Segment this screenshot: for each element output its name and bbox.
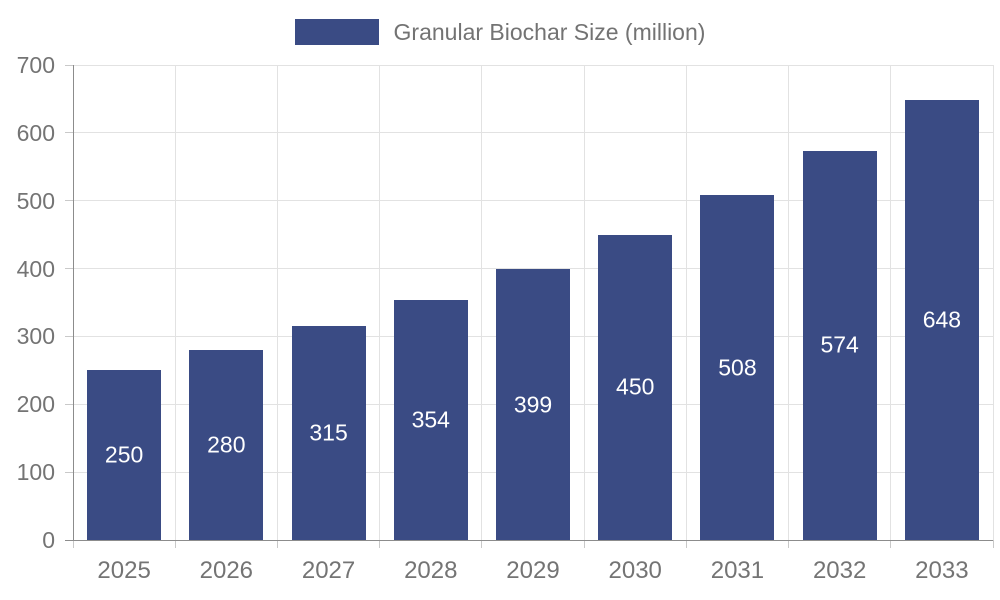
gridline-horizontal (73, 200, 993, 202)
bar-2032[interactable]: 574 (802, 150, 877, 540)
gridline-vertical (583, 65, 585, 540)
bar-2026[interactable]: 280 (189, 350, 264, 540)
gridline-vertical (174, 65, 176, 540)
y-axis-tick (65, 403, 73, 405)
bar-2027[interactable]: 315 (291, 326, 366, 540)
y-axis-tick-label: 400 (16, 255, 55, 282)
gridline-horizontal (73, 132, 993, 134)
gridline-vertical (890, 65, 892, 540)
chart-legend: Granular Biochar Size (million) (0, 17, 1000, 47)
bar-chart-plot-area: 0 100 200 300 400 500 600 700 250 2025 280 2026 315 2… (17, 53, 994, 584)
y-axis-tick-label: 500 (16, 187, 55, 214)
x-axis-label-2031: 2031 (710, 557, 765, 584)
bar-value-label-2026: 280 (207, 431, 246, 458)
bar-2030[interactable]: 450 (598, 234, 673, 540)
y-axis-tick (65, 268, 73, 270)
bar-value-label-2028: 354 (411, 406, 450, 433)
gridline-vertical (685, 65, 687, 540)
x-axis-label-2025: 2025 (97, 557, 151, 584)
legend-item-granular-biochar[interactable]: Granular Biochar Size (million) (294, 18, 706, 46)
bar-2033[interactable]: 648 (904, 100, 979, 540)
gridline-horizontal (73, 64, 993, 66)
x-axis-tick (276, 540, 278, 548)
y-axis-tick (65, 64, 73, 66)
x-axis-label-2029: 2029 (506, 557, 560, 584)
y-axis-tick-label: 0 (42, 527, 55, 553)
y-axis-tick (65, 132, 73, 134)
x-axis-tick (72, 540, 74, 548)
y-axis-tick-label: 300 (16, 323, 55, 350)
x-axis-tick (481, 540, 483, 548)
y-axis-line (73, 65, 74, 540)
y-axis-tick (65, 335, 73, 337)
legend-label: Granular Biochar Size (million) (393, 18, 706, 45)
bar-2025[interactable]: 250 (87, 370, 162, 540)
x-axis-line (65, 540, 993, 541)
x-axis-label-2032: 2032 (812, 557, 867, 584)
x-axis-label-2033: 2033 (915, 557, 969, 584)
bar-value-label-2032: 574 (820, 331, 859, 358)
y-axis-tick (65, 471, 73, 473)
x-axis-tick (685, 540, 687, 548)
bar-2029[interactable]: 399 (496, 269, 570, 540)
y-axis-tick-label: 700 (16, 52, 55, 78)
gridline-horizontal (73, 268, 993, 270)
x-axis-tick (174, 540, 176, 548)
bar-value-label-2031: 508 (718, 354, 757, 381)
bar-value-label-2025: 250 (104, 441, 144, 468)
legend-swatch (294, 19, 379, 45)
bar-2028[interactable]: 354 (393, 299, 468, 540)
gridline-vertical (481, 65, 483, 540)
gridline-vertical (276, 65, 278, 540)
gridline-vertical (992, 65, 994, 540)
gridline-vertical (788, 65, 790, 540)
bar-value-label-2033: 648 (922, 306, 962, 333)
y-axis-tick-label: 600 (16, 119, 55, 146)
x-axis-label-2028: 2028 (404, 557, 458, 584)
x-axis-label-2027: 2027 (301, 557, 356, 584)
x-axis-tick (379, 540, 381, 548)
x-axis-tick (890, 540, 892, 548)
x-axis-label-2030: 2030 (608, 557, 662, 584)
bar-value-label-2030: 450 (616, 373, 655, 400)
gridline-vertical (379, 65, 381, 540)
x-axis-label-2026: 2026 (199, 557, 254, 584)
bar-value-label-2029: 399 (513, 391, 553, 418)
x-axis-tick (992, 540, 994, 548)
bar-value-label-2027: 315 (309, 419, 348, 446)
bar-2031[interactable]: 508 (700, 195, 775, 540)
y-axis-tick (65, 200, 73, 202)
x-axis-tick (788, 540, 790, 548)
x-axis-tick (583, 540, 585, 548)
y-axis-tick-label: 200 (16, 391, 55, 418)
y-axis-tick-label: 100 (16, 459, 55, 486)
